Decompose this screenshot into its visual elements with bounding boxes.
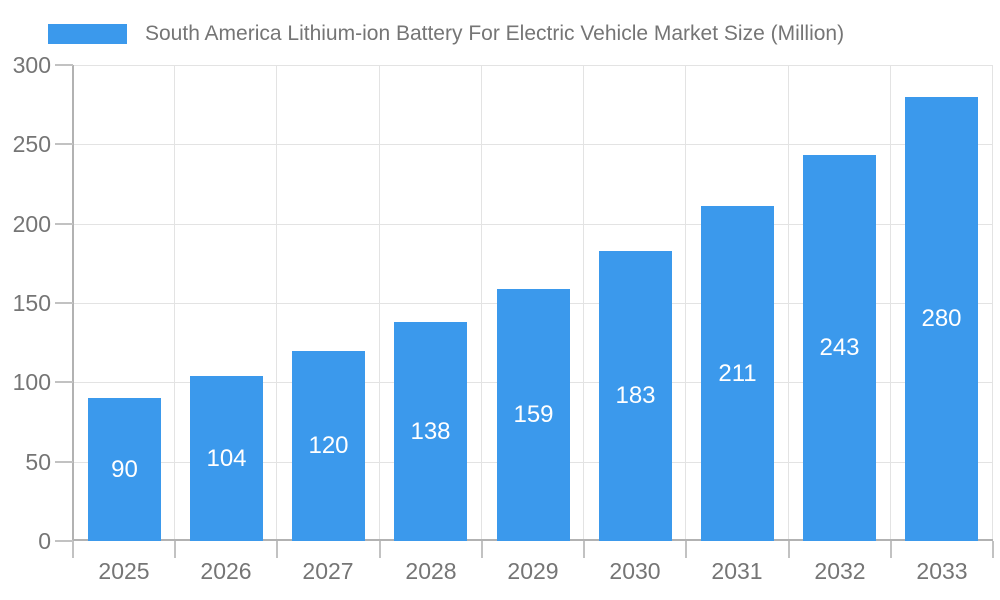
bar-value-label: 280: [921, 305, 962, 332]
bar-value-label: 243: [819, 334, 860, 361]
gridline-vertical: [788, 65, 789, 541]
x-tick: [890, 541, 892, 558]
bar-value-label: 120: [308, 432, 349, 459]
x-tick-label: 2028: [405, 558, 457, 584]
y-tick: [55, 302, 73, 304]
y-tick-label: 50: [25, 449, 51, 475]
plot-area: 0 50 100 150 200 250 300 90 2025 104 2026 120 2027 13…: [13, 52, 994, 584]
x-tick: [276, 541, 278, 558]
y-tick-label: 150: [12, 290, 51, 316]
y-tick-label: 200: [12, 211, 51, 237]
gridline-vertical: [481, 65, 482, 541]
bar-value-label: 90: [111, 455, 138, 483]
x-tick: [583, 541, 585, 558]
y-tick-label: 300: [12, 52, 51, 78]
bar-value-label: 104: [206, 444, 247, 472]
bar-2026[interactable]: 104: [190, 376, 263, 541]
gridline-vertical: [685, 65, 686, 541]
y-tick: [55, 64, 73, 66]
x-tick: [379, 541, 381, 558]
bar-value-label: 183: [615, 382, 656, 409]
y-tick: [55, 223, 73, 225]
x-tick-label: 2029: [507, 558, 559, 584]
x-tick: [481, 541, 483, 558]
gridline-vertical: [890, 65, 891, 541]
legend-swatch: [48, 24, 127, 44]
x-tick: [788, 541, 790, 558]
x-tick: [992, 541, 994, 558]
gridline-vertical: [174, 65, 175, 541]
gridline-vertical: [992, 65, 993, 541]
gridline-horizontal: [73, 224, 993, 225]
y-tick: [55, 540, 73, 542]
bar-2027[interactable]: 120: [292, 351, 365, 541]
bar-2032[interactable]: 243: [803, 155, 876, 541]
y-tick-label: 250: [12, 131, 51, 157]
gridline-vertical: [583, 65, 584, 541]
bar-2030[interactable]: 183: [599, 251, 672, 541]
gridline-vertical: [379, 65, 380, 541]
bar-2031[interactable]: 211: [701, 206, 774, 541]
bar-2028[interactable]: 138: [394, 322, 467, 541]
x-tick-label: 2027: [302, 558, 354, 584]
bar-value-label: 211: [718, 359, 757, 387]
bar-2025[interactable]: 90: [88, 398, 161, 541]
bar-2029[interactable]: 159: [497, 289, 570, 541]
gridline-horizontal: [73, 144, 993, 145]
bar-2033[interactable]: 280: [905, 97, 978, 541]
y-tick: [55, 143, 73, 145]
y-tick-label: 0: [38, 528, 51, 554]
x-tick: [174, 541, 176, 558]
legend[interactable]: South America Lithium-ion Battery For El…: [48, 20, 844, 48]
x-tick: [685, 541, 687, 558]
x-tick-label: 2033: [916, 558, 968, 584]
y-tick-label: 100: [12, 369, 51, 395]
y-tick: [55, 381, 73, 383]
y-tick: [55, 461, 73, 463]
gridline-horizontal: [73, 65, 993, 66]
y-axis-line: [72, 65, 74, 541]
x-tick-label: 2031: [711, 558, 763, 584]
bar-value-label: 138: [410, 417, 451, 445]
gridline-vertical: [276, 65, 277, 541]
x-tick-label: 2032: [814, 558, 866, 584]
x-tick-label: 2026: [200, 558, 252, 584]
x-tick-label: 2030: [609, 558, 661, 584]
x-tick-label: 2025: [98, 558, 150, 584]
bar-value-label: 159: [513, 401, 554, 428]
x-tick: [72, 541, 74, 558]
legend-series-label: South America Lithium-ion Battery For El…: [145, 22, 845, 45]
